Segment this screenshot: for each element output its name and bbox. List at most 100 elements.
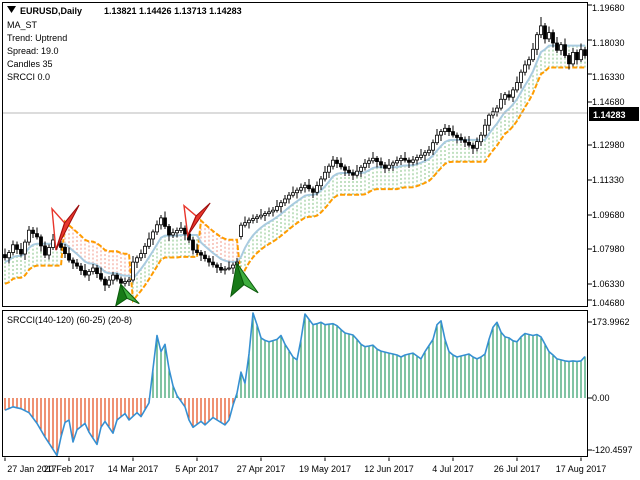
candle-body (127, 279, 131, 283)
candle-body (323, 171, 327, 180)
time-axis-label: 20 Feb 2017 (44, 464, 95, 474)
candle-body (455, 134, 459, 138)
srcci-value-label: SRCCI 0.0 (7, 72, 50, 82)
candle-body (283, 198, 287, 204)
candle-body (559, 44, 563, 51)
srcci-histogram (4, 313, 586, 456)
candle-body (299, 187, 303, 191)
candle-body (367, 160, 371, 164)
candle-body (143, 245, 147, 255)
candle-body (575, 52, 579, 61)
current-price-box (589, 107, 639, 121)
candle-body (219, 266, 223, 271)
candle-body (571, 52, 575, 65)
candle-body (311, 188, 315, 193)
candle-body (163, 217, 167, 227)
spread-label: Spread: 19.0 (7, 46, 59, 56)
trade-signal-arrows[interactable] (51, 202, 259, 306)
price-axis-label: 1.09680 (592, 210, 625, 220)
candle-body (411, 159, 415, 163)
price-axis-label: 1.16330 (592, 72, 625, 82)
band-stop-line-orange (4, 66, 585, 304)
candle-body (19, 248, 23, 255)
candle-body (427, 149, 431, 154)
candle-body (351, 172, 355, 176)
trend-status-label: Trend: Uptrend (7, 33, 67, 43)
candle-body (543, 25, 547, 40)
candle-body (211, 261, 215, 266)
srcci-line (4, 312, 586, 456)
candle-body (159, 217, 163, 226)
candle-body (403, 157, 407, 161)
candle-body (179, 227, 183, 231)
candle-body (191, 239, 195, 251)
candle-body (439, 131, 443, 136)
price-axis[interactable]: 1.19680 1.18030 1.16330 1.14680 1.12980 … (589, 3, 639, 455)
candle-body (539, 25, 543, 36)
candle-body (23, 241, 27, 255)
candle-body (207, 258, 211, 263)
time-axis-label: 4 Jul 2017 (432, 464, 474, 474)
candle-body (67, 253, 71, 261)
srcci-axis-max-label: 173.9962 (592, 317, 630, 327)
sub-indicator-label: SRCCI(140-120) (60-25) (20-8) (7, 315, 132, 325)
candle-body (443, 127, 447, 133)
candle-body (155, 224, 159, 233)
candle-body (271, 209, 275, 213)
time-axis[interactable]: 27 Jan 2017 20 Feb 2017 14 Mar 2017 5 Ap… (7, 464, 606, 474)
ma-st-band-lines (4, 44, 585, 304)
buy-arrow[interactable] (115, 282, 140, 306)
candle-body (287, 194, 291, 200)
candle-body (331, 159, 335, 167)
candle-body (435, 134, 439, 144)
time-axis-label: 27 Jan 2017 (7, 464, 57, 474)
candle-body (195, 249, 199, 254)
candle-body (471, 144, 475, 149)
candle-body (215, 264, 219, 268)
sell-arrow[interactable] (183, 202, 211, 239)
candle-body (139, 253, 143, 259)
candle-body (47, 247, 51, 256)
candle-body (531, 48, 535, 61)
candle-body (519, 71, 523, 83)
buy-arrow[interactable] (230, 262, 259, 298)
candle-body (243, 222, 247, 226)
candle-body (7, 252, 11, 259)
candle-body (247, 219, 251, 224)
symbol-dropdown-icon[interactable] (7, 6, 16, 13)
axis-ticks (4, 4, 592, 461)
candle-body (495, 107, 499, 113)
candle-body (315, 185, 319, 193)
candle-body (11, 244, 15, 253)
candle-body (119, 278, 123, 284)
candle-body (203, 254, 207, 260)
candle-body (135, 257, 139, 263)
candle-body (355, 170, 359, 176)
current-price-value: 1.14283 (593, 110, 626, 120)
candle-body (423, 152, 427, 156)
candle-body (483, 124, 487, 136)
time-axis-label: 5 Apr 2017 (175, 464, 219, 474)
candle-body (259, 214, 263, 218)
candle-body (35, 233, 39, 238)
price-axis-label: 1.07980 (592, 244, 625, 254)
sub-plot-border (2, 310, 588, 457)
candle-body (167, 226, 171, 236)
candle-body (99, 273, 103, 280)
candle-body (251, 218, 255, 221)
candle-body (79, 265, 83, 271)
candle-body (279, 202, 283, 207)
sell-arrow[interactable] (51, 204, 80, 251)
candle-body (223, 268, 227, 271)
indicator-name-label: MA_ST (7, 20, 38, 30)
time-axis-label: 17 Aug 2017 (556, 464, 607, 474)
candle-body (447, 127, 451, 133)
candle-body (303, 184, 307, 189)
candle-body (51, 239, 55, 248)
candle-body (579, 49, 583, 61)
price-axis-label: 1.04680 (592, 298, 625, 308)
candle-body (31, 229, 35, 234)
symbol-title[interactable]: EURUSD,Daily (20, 6, 82, 16)
candle-body (487, 114, 491, 126)
